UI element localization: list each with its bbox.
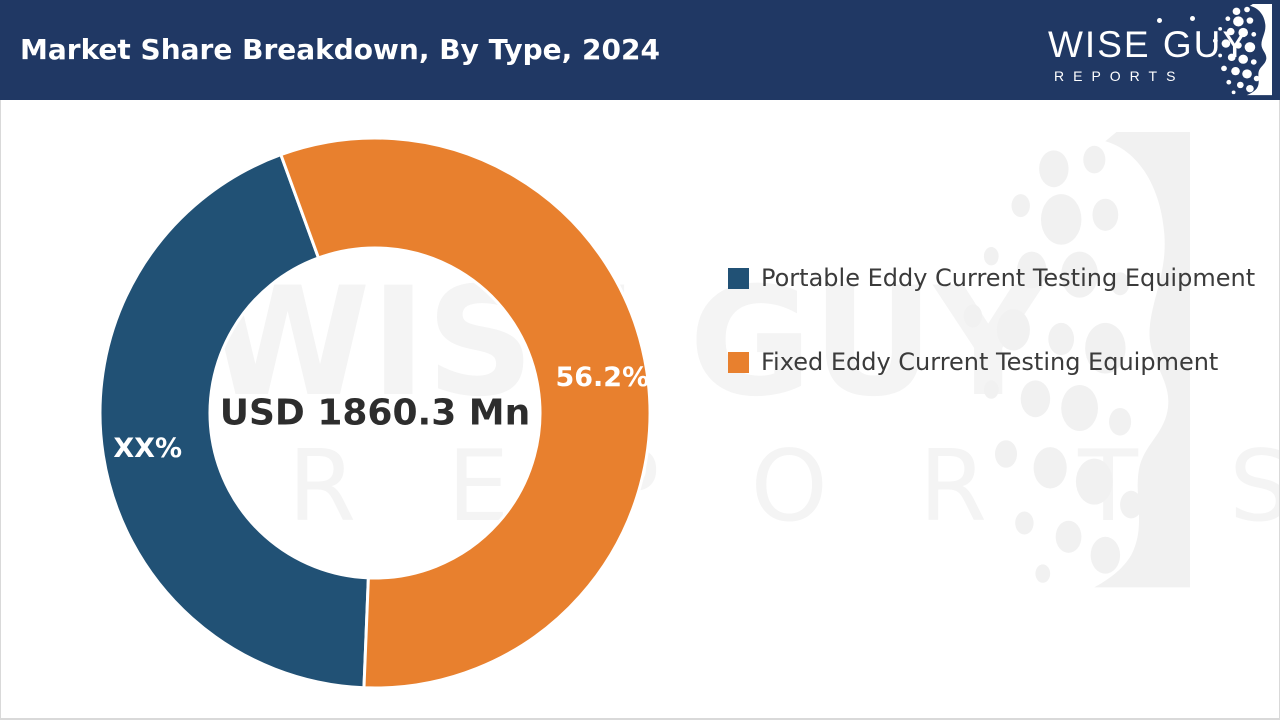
- donut-segment-label-1: 56.2%: [555, 362, 649, 393]
- legend-swatch-fixed: [728, 351, 749, 373]
- logo-dot-face-icon: [1212, 4, 1272, 96]
- donut-segment-0: [98, 153, 370, 690]
- page-title: Market Share Breakdown, By Type, 2024: [20, 33, 660, 66]
- legend-swatch-portable: [728, 267, 749, 289]
- legend-item-portable: Portable Eddy Current Testing Equipment: [728, 264, 1256, 292]
- donut-center-value: USD 1860.3 Mn: [219, 392, 531, 434]
- wiseguy-logo: WISE GUY REPORTS: [1022, 0, 1272, 100]
- donut-chart: XX% 56.2%: [98, 136, 652, 690]
- header-bar: Market Share Breakdown, By Type, 2024 WI…: [0, 0, 1280, 100]
- donut-segment-label-0: XX%: [113, 433, 182, 464]
- logo-wiseguy-text: WISE GUY: [1048, 24, 1250, 65]
- donut-segment-1: [279, 136, 652, 690]
- logo-accent-dot: [1157, 18, 1162, 23]
- logo-accent-dot: [1190, 16, 1195, 21]
- legend-label-fixed: Fixed Eddy Current Testing Equipment: [761, 348, 1219, 376]
- logo-reports-text: REPORTS: [1054, 68, 1185, 84]
- legend-label-portable: Portable Eddy Current Testing Equipment: [761, 264, 1256, 292]
- legend-item-fixed: Fixed Eddy Current Testing Equipment: [728, 348, 1219, 376]
- watermark-reports-text: R E P O R T S: [288, 430, 1280, 544]
